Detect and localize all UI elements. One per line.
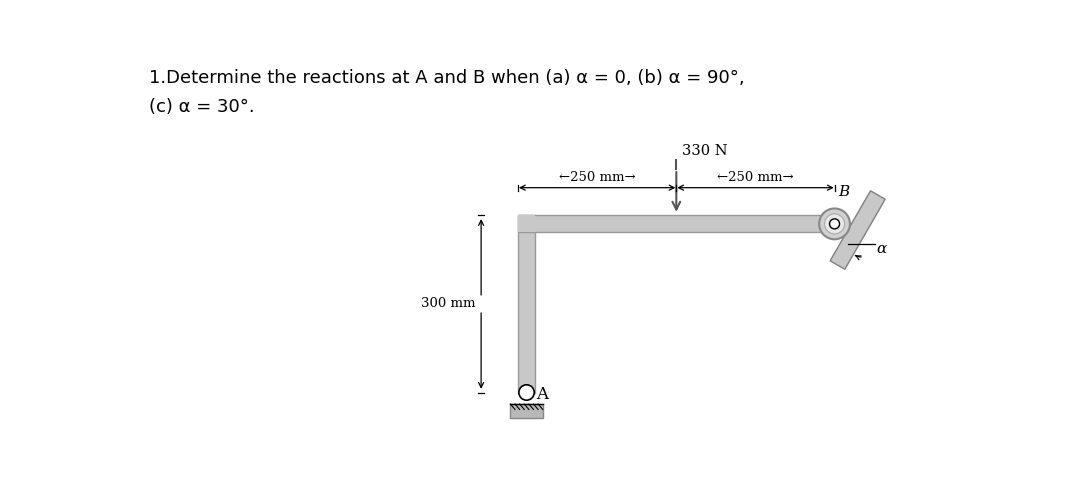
FancyBboxPatch shape	[511, 404, 543, 418]
Text: α: α	[876, 242, 887, 256]
Text: 300 mm: 300 mm	[421, 297, 475, 311]
Circle shape	[824, 214, 845, 234]
Circle shape	[819, 208, 850, 239]
Text: ←250 mm→: ←250 mm→	[717, 171, 794, 184]
Text: A: A	[537, 385, 549, 402]
Polygon shape	[518, 215, 535, 393]
Polygon shape	[518, 215, 535, 232]
Text: 330 N: 330 N	[681, 144, 727, 158]
Text: (c) α = 30°.: (c) α = 30°.	[149, 98, 255, 116]
Polygon shape	[831, 191, 886, 269]
Circle shape	[518, 385, 535, 400]
Text: 1.Determine the reactions at A and B when (a) α = 0, (b) α = 90°,: 1.Determine the reactions at A and B whe…	[149, 69, 745, 87]
Circle shape	[829, 219, 839, 229]
Text: ←250 mm→: ←250 mm→	[558, 171, 635, 184]
Text: B: B	[838, 185, 850, 199]
Polygon shape	[518, 215, 835, 232]
